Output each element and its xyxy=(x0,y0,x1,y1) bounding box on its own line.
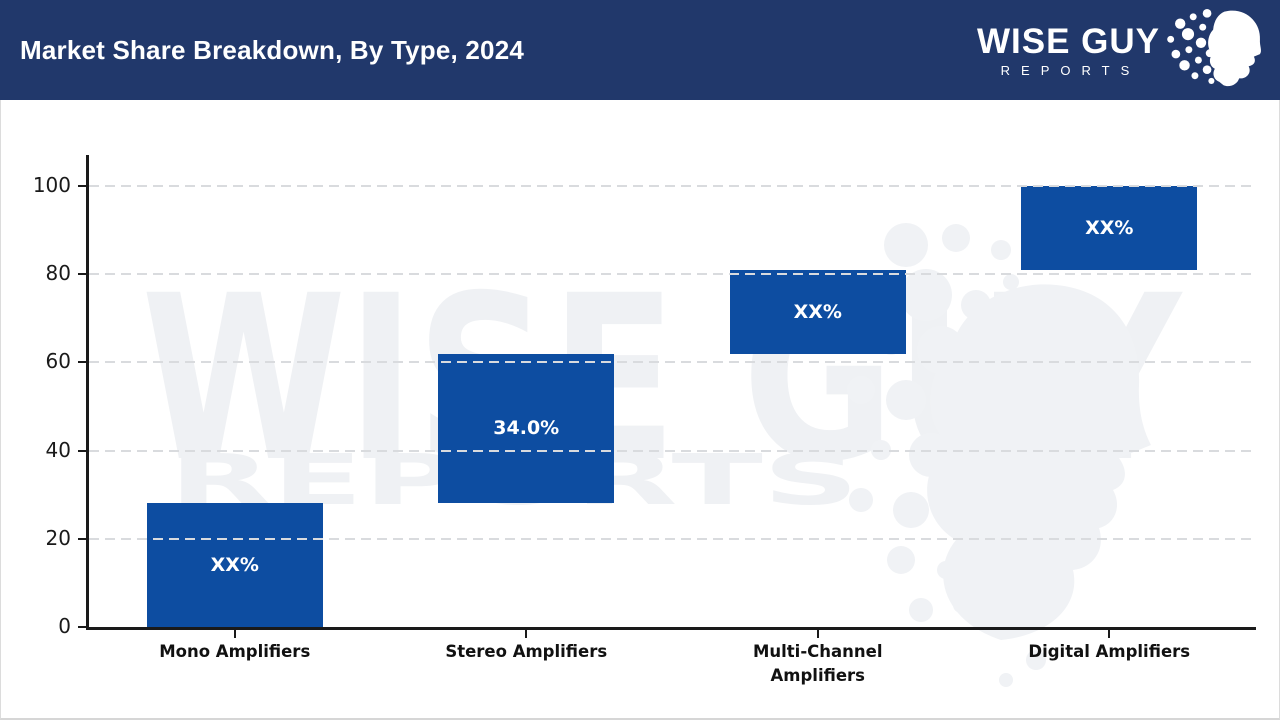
x-tick-label-line: Mono Amplifiers xyxy=(159,642,311,661)
brand-name: WISE GUY xyxy=(976,21,1160,61)
brand-logo: WISE GUY REPORTS xyxy=(977,5,1266,95)
x-tick-mark-digital-amplifiers xyxy=(1108,630,1111,638)
bar-stereo-amplifiers: 34.0% xyxy=(438,353,615,504)
x-tick-label-line: Amplifiers xyxy=(770,665,865,685)
y-tick-label-20: 20 xyxy=(45,525,71,550)
bar-mono-amplifiers: XX% xyxy=(146,503,323,627)
y-axis-line xyxy=(86,155,89,630)
bar-value-label-stereo-amplifiers: 34.0% xyxy=(493,417,560,440)
x-tick-label-multi-channel-amplifiers: Multi-Channel Amplifiers xyxy=(673,640,963,688)
watermark-head-icon xyxy=(847,223,1151,687)
y-tick-mark-100 xyxy=(78,184,86,187)
bar-value-label-multi-channel-amplifiers: XX% xyxy=(793,300,842,323)
x-tick-label-line: Multi-Channel xyxy=(752,642,883,661)
y-tick-mark-60 xyxy=(78,361,86,364)
x-tick-label-digital-amplifiers: Digital Amplifiers xyxy=(964,640,1254,664)
bar-value-label-mono-amplifiers: XX% xyxy=(210,554,259,577)
bar-value-label-digital-amplifiers: XX% xyxy=(1085,216,1134,239)
y-tick-label-80: 80 xyxy=(45,261,71,286)
chart-area: WISE GUY REPORTS 0 xyxy=(0,100,1280,720)
y-tick-mark-20 xyxy=(78,537,86,540)
x-tick-mark-stereo-amplifiers xyxy=(525,630,528,638)
x-tick-label-mono-amplifiers: Mono Amplifiers xyxy=(90,640,380,664)
gridline-20 xyxy=(89,537,1255,540)
page-title: Market Share Breakdown, By Type, 2024 xyxy=(20,34,525,65)
gridline-60 xyxy=(89,361,1255,364)
brand-logo-text: WISE GUY REPORTS xyxy=(977,24,1160,77)
y-tick-mark-80 xyxy=(78,273,86,276)
gridline-100 xyxy=(89,184,1255,187)
y-tick-mark-40 xyxy=(78,449,86,452)
bar-multi-channel-amplifiers: XX% xyxy=(729,269,906,354)
x-tick-mark-multi-channel-amplifiers xyxy=(816,630,819,638)
brand-head-icon xyxy=(1162,5,1266,95)
x-tick-mark-mono-amplifiers xyxy=(233,630,236,638)
y-tick-label-40: 40 xyxy=(45,437,71,462)
y-tick-label-100: 100 xyxy=(32,172,71,197)
header: Market Share Breakdown, By Type, 2024 WI… xyxy=(0,0,1280,100)
bar-digital-amplifiers: XX% xyxy=(1021,185,1198,270)
y-tick-label-0: 0 xyxy=(58,614,71,638)
gridline-40 xyxy=(89,449,1255,452)
y-tick-mark-0 xyxy=(78,626,86,628)
brand-subtitle: REPORTS xyxy=(1000,62,1141,78)
x-tick-label-line: Stereo Amplifiers xyxy=(445,642,608,661)
gridline-80 xyxy=(89,273,1255,276)
x-tick-label-line: Digital Amplifiers xyxy=(1028,642,1191,661)
y-tick-label-60: 60 xyxy=(45,349,71,374)
x-axis-line xyxy=(86,627,1256,630)
x-tick-label-stereo-amplifiers: Stereo Amplifiers xyxy=(381,640,671,664)
